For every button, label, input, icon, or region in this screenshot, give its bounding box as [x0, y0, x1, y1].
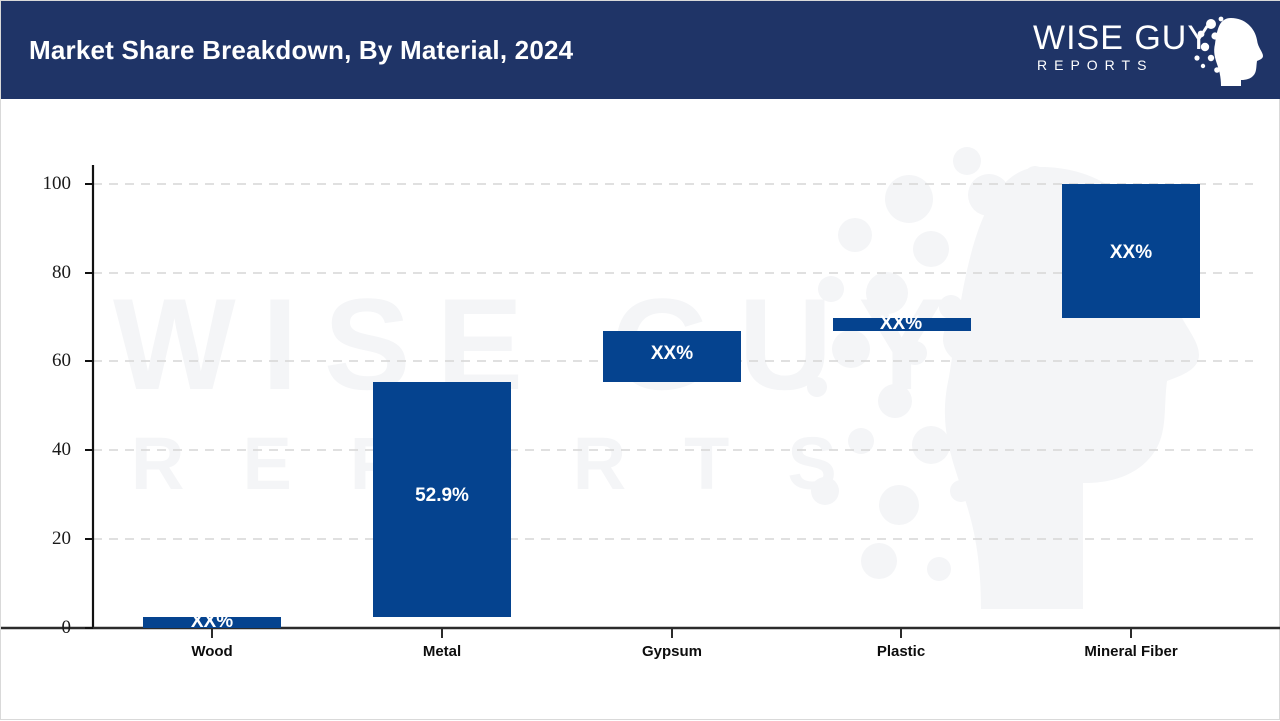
bar-gypsum[interactable] [603, 331, 741, 382]
chart-axes: 100 80 60 40 20 0 XX% 52.9% XX% XX% XX% [1, 99, 1280, 721]
brand-logo: WISE GUY REPORTS [1023, 2, 1273, 98]
bar-wood[interactable] [143, 617, 281, 628]
xtick-label-wood: Wood [191, 643, 233, 660]
bar-plastic[interactable] [833, 318, 971, 331]
ytick-label-80: 80 [52, 262, 71, 283]
axes-svg [1, 165, 1280, 638]
ytick-label-0: 0 [61, 617, 72, 638]
page-title: Market Share Breakdown, By Material, 202… [29, 34, 574, 65]
xtick-label-gypsum: Gypsum [641, 643, 703, 660]
ytick-label-100: 100 [42, 173, 72, 194]
logo-sub-text: REPORTS [1037, 57, 1154, 73]
xtick-label-metal: Metal [422, 643, 462, 660]
xtick-label-plastic: Plastic [876, 643, 926, 660]
logo-main-text: WISE GUY [1033, 19, 1212, 57]
ytick-label-20: 20 [52, 528, 71, 549]
wise-guy-head-icon [1194, 16, 1263, 86]
xtick-label-mineral-fiber: Mineral Fiber [1084, 643, 1178, 660]
bar-mineral-fiber[interactable] [1062, 184, 1200, 318]
ytick-label-40: 40 [52, 439, 71, 460]
ytick-label-60: 60 [52, 350, 71, 371]
bar-metal[interactable] [373, 382, 511, 617]
chart-plot-area: WISE GUY REPORTS [1, 99, 1280, 721]
page-header: Market Share Breakdown, By Material, 202… [1, 1, 1280, 99]
